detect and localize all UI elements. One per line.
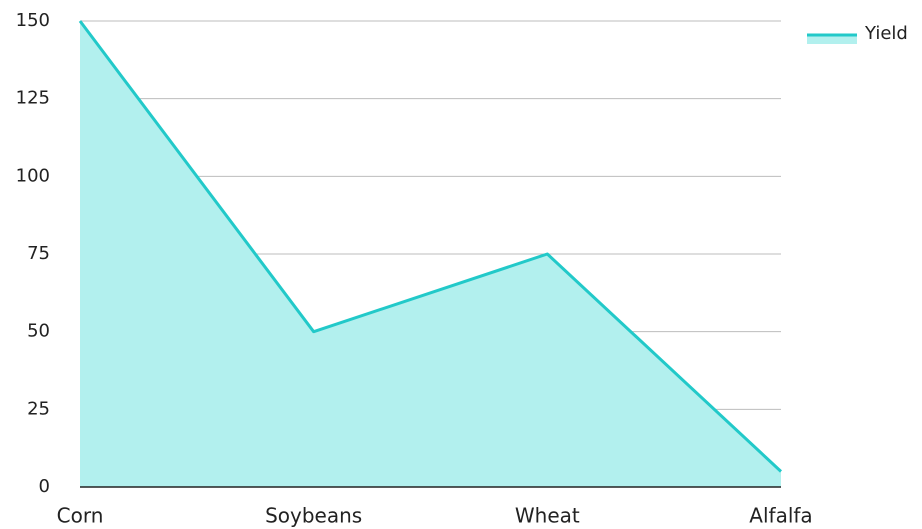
y-tick-label: 0 (39, 476, 50, 497)
area-line (78, 20, 783, 473)
y-tick-label: 75 (27, 243, 50, 264)
y-tick-label: 50 (27, 321, 50, 342)
x-tick-label: Soybeans (265, 504, 362, 528)
area-fill (80, 21, 781, 487)
y-tick-label: 150 (16, 10, 50, 31)
legend-label: Yield (864, 23, 908, 44)
y-tick-label: 125 (16, 88, 50, 109)
x-tick-label: Wheat (515, 504, 580, 528)
legend-swatch (807, 35, 857, 44)
x-tick-label: Alfalfa (749, 504, 812, 528)
x-tick-label: Corn (57, 504, 104, 528)
y-tick-label: 100 (16, 165, 50, 186)
y-tick-label: 25 (27, 398, 50, 419)
